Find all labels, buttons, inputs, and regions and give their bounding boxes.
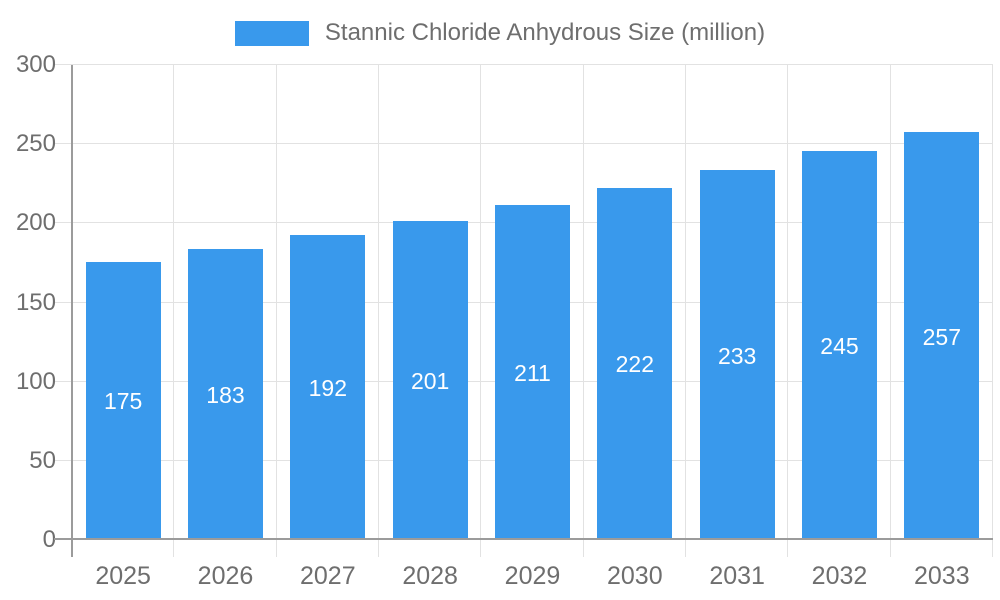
y-axis-label: 200: [15, 209, 56, 237]
bar-value-label: 233: [717, 342, 757, 369]
bar: [290, 235, 366, 539]
bar: [597, 187, 673, 539]
x-axis-label: 2031: [709, 562, 765, 590]
x-axis-label: 2027: [300, 562, 356, 590]
grid-line-vertical: [889, 65, 891, 557]
y-axis-line: [71, 65, 73, 557]
x-axis-label: 2029: [504, 562, 561, 590]
bar: [188, 249, 263, 539]
bar-value-label: 222: [615, 351, 654, 378]
y-axis-label: 300: [15, 51, 56, 78]
plot-area: 175 2025 183 2026 192 2027 201 2028 211 2029 222 20…: [54, 64, 993, 590]
x-axis-label: 2028: [402, 562, 458, 590]
grid-line-vertical: [992, 65, 993, 557]
y-axis-label: 50: [29, 446, 56, 474]
y-axis-tick: [54, 222, 72, 224]
y-axis-tick: [54, 301, 72, 303]
grid-line-vertical: [275, 65, 277, 557]
x-axis-label: 2033: [914, 562, 970, 590]
grid-line-vertical: [787, 65, 789, 557]
y-axis-tick: [54, 459, 72, 461]
x-axis-label: 2025: [95, 562, 151, 590]
y-axis-label: 100: [15, 367, 56, 395]
bar: [495, 204, 570, 539]
chart-legend: Stannic Chloride Anhydrous Size (million…: [0, 18, 1000, 48]
bar-value-label: 257: [922, 323, 961, 350]
legend-swatch: [234, 20, 309, 46]
y-axis-tick: [54, 64, 72, 65]
bar: [392, 220, 468, 539]
grid-line-vertical: [173, 65, 175, 557]
y-axis-label: 0: [42, 526, 56, 553]
grid-line-vertical: [685, 65, 686, 557]
grid-line-horizontal: [72, 143, 993, 145]
x-axis-label: 2030: [607, 562, 663, 590]
x-axis-line: [54, 538, 993, 540]
bar-value-label: 175: [103, 388, 143, 415]
bar: [904, 132, 980, 539]
y-axis-tick: [54, 380, 72, 382]
x-axis-label: 2026: [197, 562, 254, 590]
bar: [802, 151, 877, 539]
bar-value-label: 245: [820, 333, 859, 360]
y-axis-tick: [54, 143, 72, 145]
bar: [85, 261, 161, 539]
legend-label: Stannic Chloride Anhydrous Size (million…: [324, 19, 766, 46]
y-axis-label: 150: [15, 288, 56, 316]
bar-value-label: 183: [206, 382, 245, 409]
x-axis-label: 2032: [811, 562, 868, 590]
grid-line-vertical: [582, 65, 584, 557]
grid-line-horizontal: [72, 64, 993, 65]
bar-value-label: 201: [410, 367, 450, 394]
grid-line-vertical: [378, 65, 379, 557]
grid-line-vertical: [480, 65, 482, 557]
bar: [699, 170, 775, 539]
bar-value-label: 192: [308, 375, 347, 401]
bar-value-label: 211: [514, 359, 551, 386]
y-axis-label: 250: [15, 130, 56, 158]
